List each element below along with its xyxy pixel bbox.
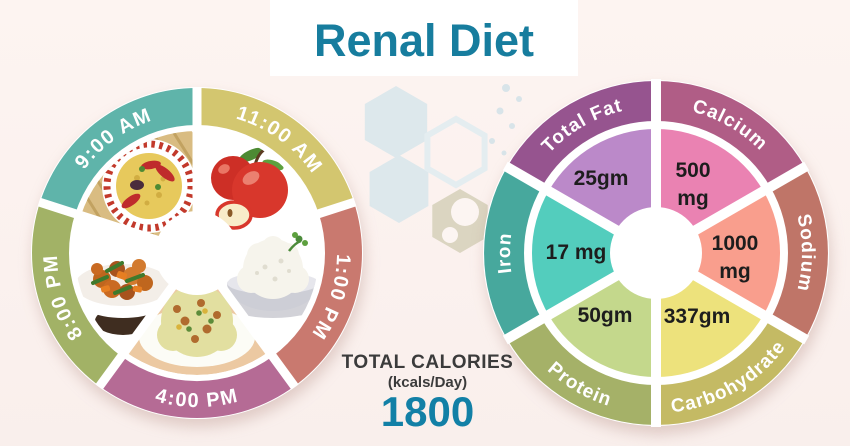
steamed-rice-bowl-illustration [227, 232, 319, 318]
wedge-sodium [656, 191, 781, 315]
page-title: Renal Diet [313, 15, 535, 66]
value-protein: 50gm [578, 304, 633, 327]
ring-segment-9am [40, 88, 197, 214]
ring-segment-calcium [656, 81, 805, 187]
lemon-rice-poha-illustration [125, 253, 269, 375]
wedge-iron [531, 191, 656, 315]
value-iron: 17 mg [546, 241, 607, 264]
ring-segment-1pm [272, 202, 362, 387]
value-total-fat: 25gm [574, 167, 629, 190]
ring-segment-carbohydrate [656, 319, 805, 425]
wheel-hub [155, 211, 239, 295]
ring-segment-protein [507, 319, 656, 425]
total-calories-label: TOTAL CALORIES [341, 352, 514, 373]
total-calories-value: 1800 [380, 388, 475, 436]
hexagon-icon [369, 155, 429, 223]
meal-schedule-wheel: 9:00 AM 11:00 AM 1:00 PM 4:00 PM 8:00 PM [31, 87, 363, 419]
decor-circle [442, 227, 458, 243]
hexagon-outline-icon [424, 115, 488, 189]
decor-circle [451, 198, 479, 226]
total-calories-block: TOTAL CALORIES (kcals/Day) 1800 [340, 352, 515, 433]
value-calcium-amount: 500 [675, 159, 710, 182]
value-carbohydrate: 337gm [664, 305, 731, 328]
vegetable-curry-illustration [75, 259, 175, 335]
ring-segment-4pm [100, 356, 294, 419]
nutrient-label-iron: Iron [494, 232, 516, 275]
ring-segment-11am [197, 88, 354, 214]
total-calories-unit: (kcals/Day) [387, 373, 468, 391]
red-apples-illustration [211, 147, 288, 230]
ring-segment-iron [484, 167, 542, 339]
value-calcium-unit: mg [677, 187, 709, 210]
ring-segment-total-fat [507, 81, 656, 187]
title-card: Renal Diet [270, 0, 578, 76]
value-sodium-unit: mg [719, 260, 751, 283]
ring-segment-sodium [770, 167, 828, 339]
value-sodium-amount: 1000 [712, 232, 759, 255]
nutrient-wheel: Total Fat Calcium Sodium Carbohydrate Pr… [483, 79, 829, 427]
ring-segment-8pm [32, 202, 122, 387]
decor-dots [489, 84, 522, 156]
hexagon-decor [364, 84, 522, 253]
hexagon-icon [364, 86, 428, 158]
wheel-hub [610, 207, 702, 299]
